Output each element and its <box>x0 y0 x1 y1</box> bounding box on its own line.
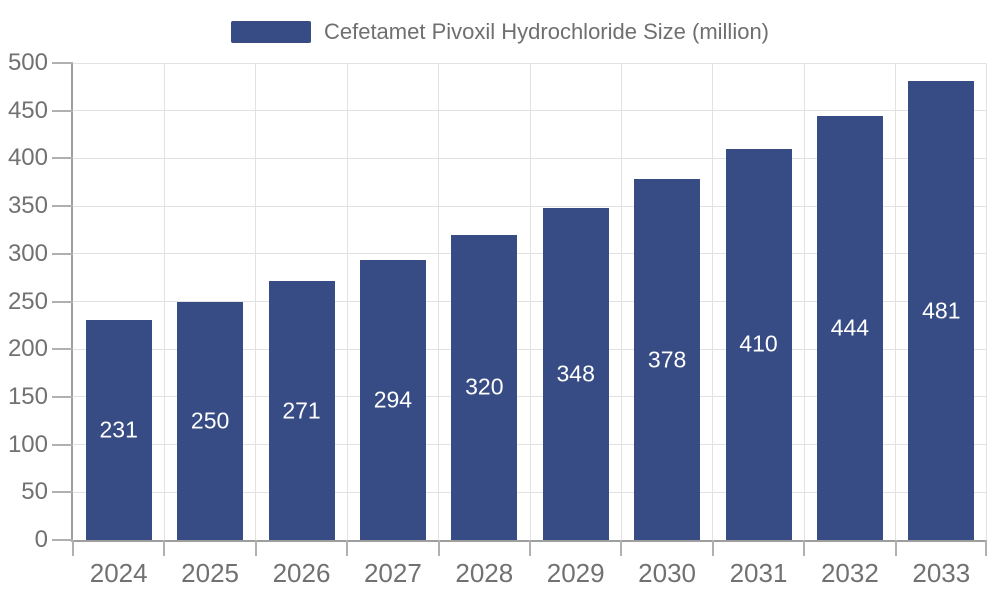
y-axis-tick <box>52 539 73 541</box>
x-axis-tick <box>72 540 74 556</box>
x-grid-line <box>986 63 987 540</box>
bar[interactable]: 444 <box>816 116 883 540</box>
y-axis-tick <box>52 252 73 255</box>
bar[interactable]: 481 <box>908 81 975 540</box>
y-tick-label: 400 <box>7 144 48 172</box>
y-axis-tick <box>52 491 73 494</box>
y-tick-label: 150 <box>7 382 48 410</box>
bar[interactable]: 320 <box>451 234 518 540</box>
y-axis-line <box>71 63 73 542</box>
bar[interactable]: 271 <box>268 281 335 540</box>
x-tick-label: 2032 <box>820 558 879 588</box>
x-tick-label: 2031 <box>729 558 788 588</box>
y-tick-label: 100 <box>7 430 48 458</box>
x-tick-label: 2028 <box>455 558 514 588</box>
x-axis-tick <box>437 540 440 556</box>
y-axis-tick <box>52 300 73 303</box>
legend-swatch <box>230 21 311 43</box>
x-grid-line <box>712 63 714 540</box>
x-axis-tick <box>620 540 623 556</box>
y-axis-tick <box>52 157 73 160</box>
y-axis-tick <box>52 443 73 446</box>
y-tick-label: 50 <box>21 478 48 506</box>
x-axis-tick <box>163 540 166 556</box>
y-axis-tick <box>52 205 73 208</box>
x-grid-line <box>438 63 440 540</box>
bar[interactable]: 294 <box>359 259 426 540</box>
x-grid-line <box>255 63 257 540</box>
x-grid-line <box>620 63 622 540</box>
plot-area: 231 250 271 294 320 348 378 410 444 481 <box>73 63 987 540</box>
x-axis-tick <box>985 540 987 556</box>
x-tick-label: 2025 <box>181 558 239 588</box>
y-tick-label: 300 <box>7 239 48 267</box>
x-grid-line <box>803 63 805 540</box>
x-grid-line <box>163 63 165 540</box>
x-axis-tick <box>529 540 531 556</box>
bar[interactable]: 378 <box>634 179 701 540</box>
x-tick-label: 2029 <box>546 558 605 588</box>
legend-label: Cefetamet Pivoxil Hydrochloride Size (mi… <box>323 19 770 44</box>
x-grid-line <box>529 63 531 540</box>
x-grid-line <box>895 63 897 540</box>
x-axis-tick <box>803 540 806 556</box>
y-tick-label: 250 <box>7 287 48 315</box>
bar-value-label: 320 <box>465 373 504 400</box>
y-tick-label: 450 <box>7 96 48 124</box>
y-axis-tick <box>52 348 73 351</box>
bar[interactable]: 250 <box>177 301 244 540</box>
bar-value-label: 378 <box>647 346 687 373</box>
x-axis-tick <box>254 540 257 556</box>
y-tick-label: 200 <box>7 335 48 363</box>
y-axis-tick <box>52 62 73 64</box>
x-axis-tick <box>894 540 897 556</box>
bar[interactable]: 231 <box>85 319 152 540</box>
bar-value-label: 294 <box>373 386 413 413</box>
x-tick-label: 2033 <box>912 558 971 588</box>
x-grid-line <box>346 63 348 540</box>
x-tick-label: 2026 <box>272 558 331 588</box>
y-tick-label: 500 <box>7 49 48 76</box>
x-axis-tick <box>711 540 714 556</box>
x-tick-label: 2030 <box>638 558 696 588</box>
y-tick-label: 0 <box>34 526 48 553</box>
bar-value-label: 410 <box>739 330 778 357</box>
y-tick-label: 350 <box>7 192 48 220</box>
y-axis-tick <box>52 395 73 398</box>
bar-value-label: 348 <box>556 360 595 387</box>
bar-value-label: 231 <box>99 416 138 443</box>
y-axis-tick <box>52 109 73 112</box>
x-tick-label: 2027 <box>363 558 422 588</box>
x-axis-tick <box>346 540 349 556</box>
legend[interactable]: Cefetamet Pivoxil Hydrochloride Size (mi… <box>0 19 1000 45</box>
bar[interactable]: 410 <box>725 148 792 540</box>
bar-value-label: 481 <box>922 297 961 324</box>
x-tick-label: 2024 <box>89 558 148 588</box>
bar-value-label: 444 <box>830 314 870 341</box>
bar[interactable]: 348 <box>542 208 609 540</box>
bar-value-label: 250 <box>190 407 230 434</box>
bar-value-label: 271 <box>282 397 321 424</box>
